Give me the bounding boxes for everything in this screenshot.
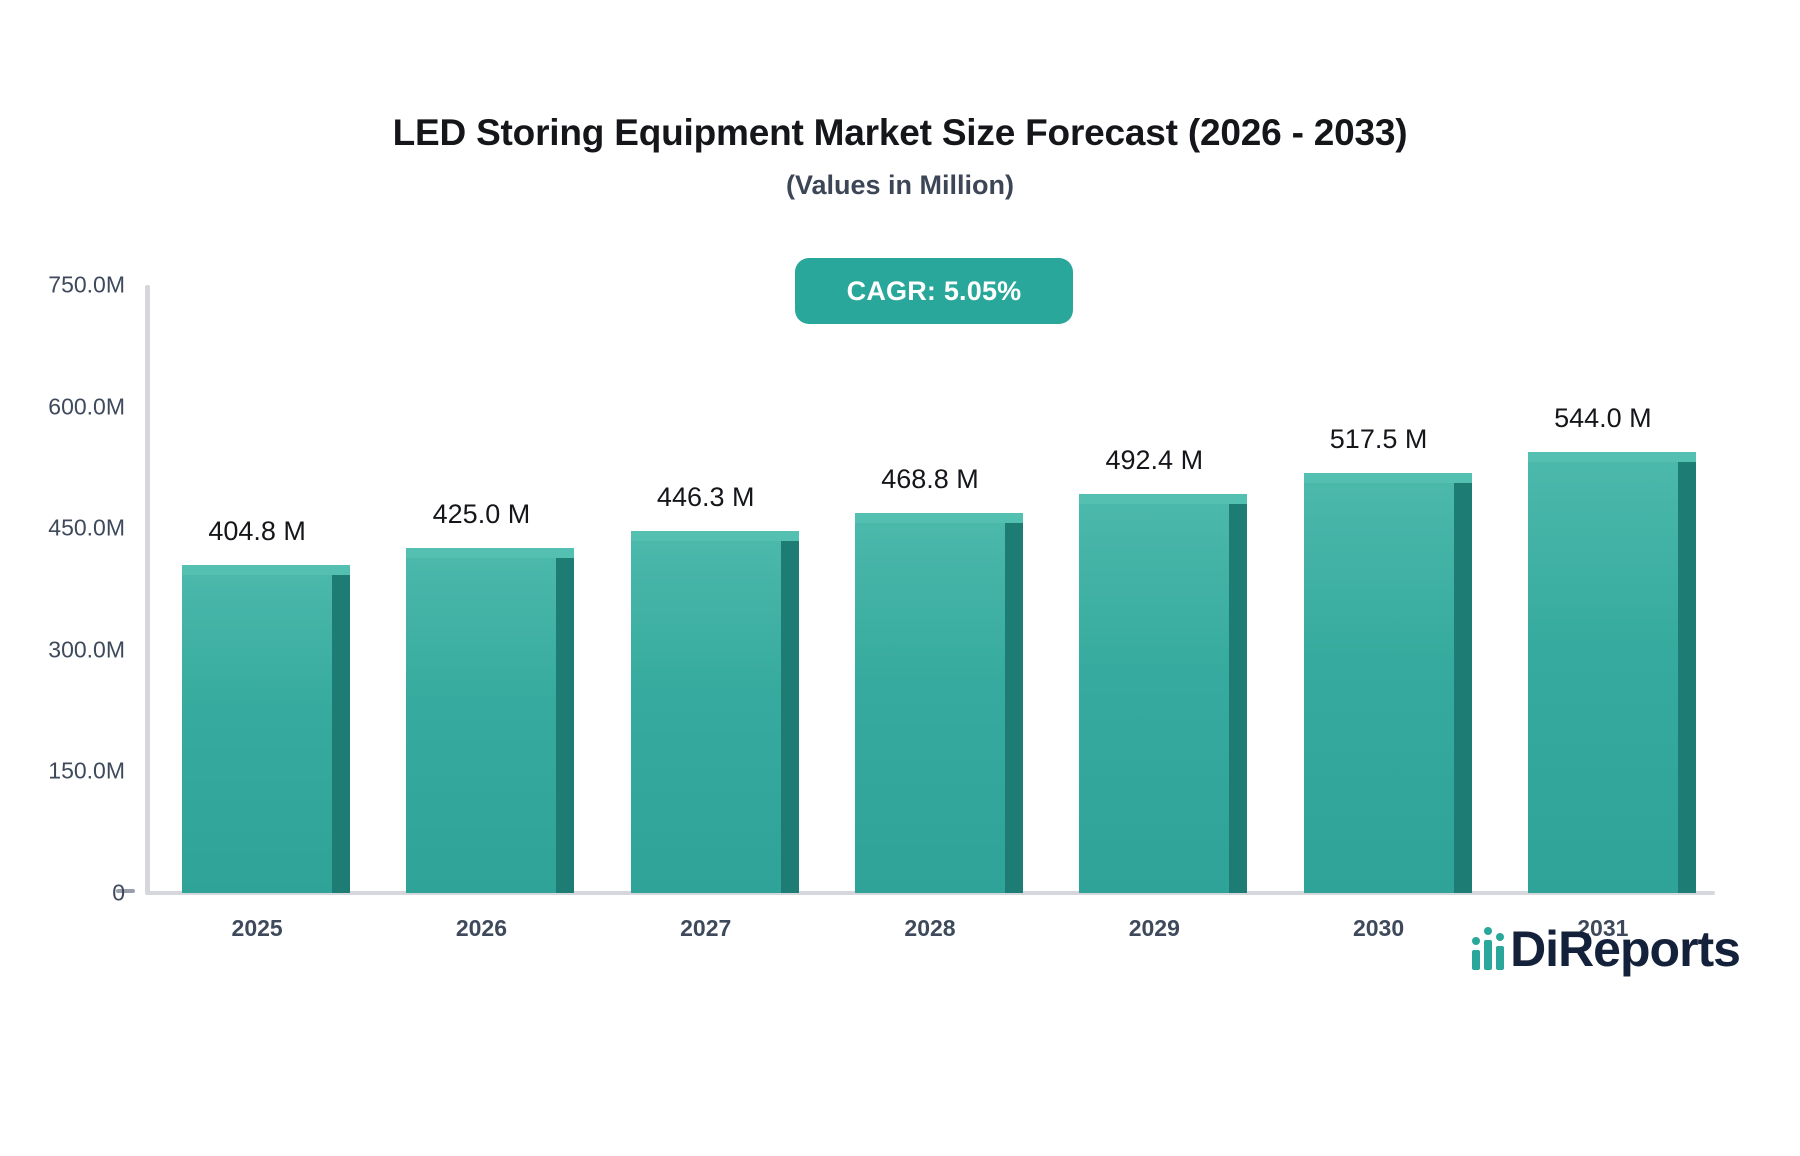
x-axis-line bbox=[145, 891, 1715, 895]
y-axis-line bbox=[145, 285, 150, 893]
cagr-badge-label: CAGR: 5.05% bbox=[846, 275, 1022, 306]
bar-chart-icon bbox=[1472, 927, 1505, 970]
bar-face bbox=[406, 548, 557, 893]
bar-2030[interactable]: 517.5 M bbox=[1303, 424, 1472, 893]
bar-chart-icon-bar-2 bbox=[1484, 927, 1493, 970]
bar-2029[interactable]: 492.4 M bbox=[1079, 445, 1248, 893]
bar-2027[interactable]: 446.3 M bbox=[630, 482, 799, 893]
x-axis-tick-label: 2029 bbox=[1128, 915, 1180, 941]
x-axis-tick-label: 2031 bbox=[1577, 915, 1629, 941]
bar-2025[interactable]: 404.8 M bbox=[182, 516, 351, 893]
bar-2026[interactable]: 425.0 M bbox=[406, 499, 575, 893]
bar-top-highlight bbox=[855, 512, 1023, 523]
bar-side-shadow bbox=[332, 574, 351, 893]
bar-value-label: 446.3 M bbox=[656, 482, 755, 513]
x-axis-tick-label: 2028 bbox=[904, 915, 956, 941]
bar-side-shadow bbox=[1005, 522, 1023, 893]
bar-face bbox=[1527, 452, 1678, 893]
bar-face bbox=[1079, 493, 1230, 893]
x-axis-tick-label: 2030 bbox=[1352, 915, 1405, 941]
y-axis-tick-label: 600.0M bbox=[48, 393, 125, 420]
bar-side-shadow bbox=[1677, 462, 1696, 893]
bar-face bbox=[630, 531, 781, 893]
x-axis-tick-label: 2026 bbox=[455, 915, 508, 941]
cagr-badge: CAGR: 5.05% bbox=[795, 258, 1073, 324]
x-axis-tick-label: 2027 bbox=[680, 915, 732, 941]
bar-top-highlight bbox=[1079, 493, 1248, 504]
bar-top-highlight bbox=[182, 564, 351, 575]
bar-side-shadow bbox=[556, 558, 575, 893]
bar-top-highlight bbox=[1527, 452, 1696, 462]
logo-text: DiReports bbox=[1510, 921, 1741, 977]
bar-value-label: 468.8 M bbox=[881, 463, 979, 494]
y-axis-tick-label: 150.0M bbox=[48, 757, 125, 784]
y-axis-tick-label: 750.0M bbox=[48, 271, 125, 298]
bar-top-highlight bbox=[630, 531, 799, 542]
bar-value-label: 404.8 M bbox=[208, 515, 306, 546]
bar-value-label: 544.0 M bbox=[1554, 403, 1652, 433]
bar-value-label: 492.4 M bbox=[1105, 444, 1204, 475]
bar-chart-icon-bar-3 bbox=[1496, 933, 1505, 970]
bar-side-shadow bbox=[1453, 483, 1472, 893]
bar-2028[interactable]: 468.8 M bbox=[855, 464, 1023, 893]
x-axis-tick-label: 2025 bbox=[231, 915, 283, 941]
y-axis-tick-label: 450.0M bbox=[48, 514, 125, 541]
chart-title: LED Storing Equipment Market Size Foreca… bbox=[392, 112, 1408, 153]
direports-logo: DiReports bbox=[1472, 921, 1741, 977]
y-axis-zero-tick bbox=[116, 889, 135, 893]
bar-top-highlight bbox=[406, 548, 575, 559]
bar-value-label: 517.5 M bbox=[1329, 424, 1428, 455]
bar-face bbox=[182, 564, 333, 893]
bar-chart-icon-bar-1 bbox=[1472, 937, 1481, 970]
bar-side-shadow bbox=[780, 541, 799, 893]
bar-face bbox=[1303, 473, 1454, 893]
bar-series: 404.8 M 425.0 M 446.3 M 468.8 M 492.4 M 517.5… bbox=[145, 285, 1715, 893]
y-axis-tick-label: 300.0M bbox=[48, 636, 125, 663]
chart-subtitle: (Values in Million) bbox=[785, 170, 1015, 200]
y-axis-tick-label: 0 bbox=[112, 879, 125, 906]
bar-value-label: 425.0 M bbox=[432, 499, 531, 530]
bar-side-shadow bbox=[1229, 503, 1248, 893]
bar-2031[interactable]: 544.0 M bbox=[1527, 403, 1696, 893]
bar-face bbox=[855, 512, 1005, 893]
bar-top-highlight bbox=[1303, 473, 1472, 484]
